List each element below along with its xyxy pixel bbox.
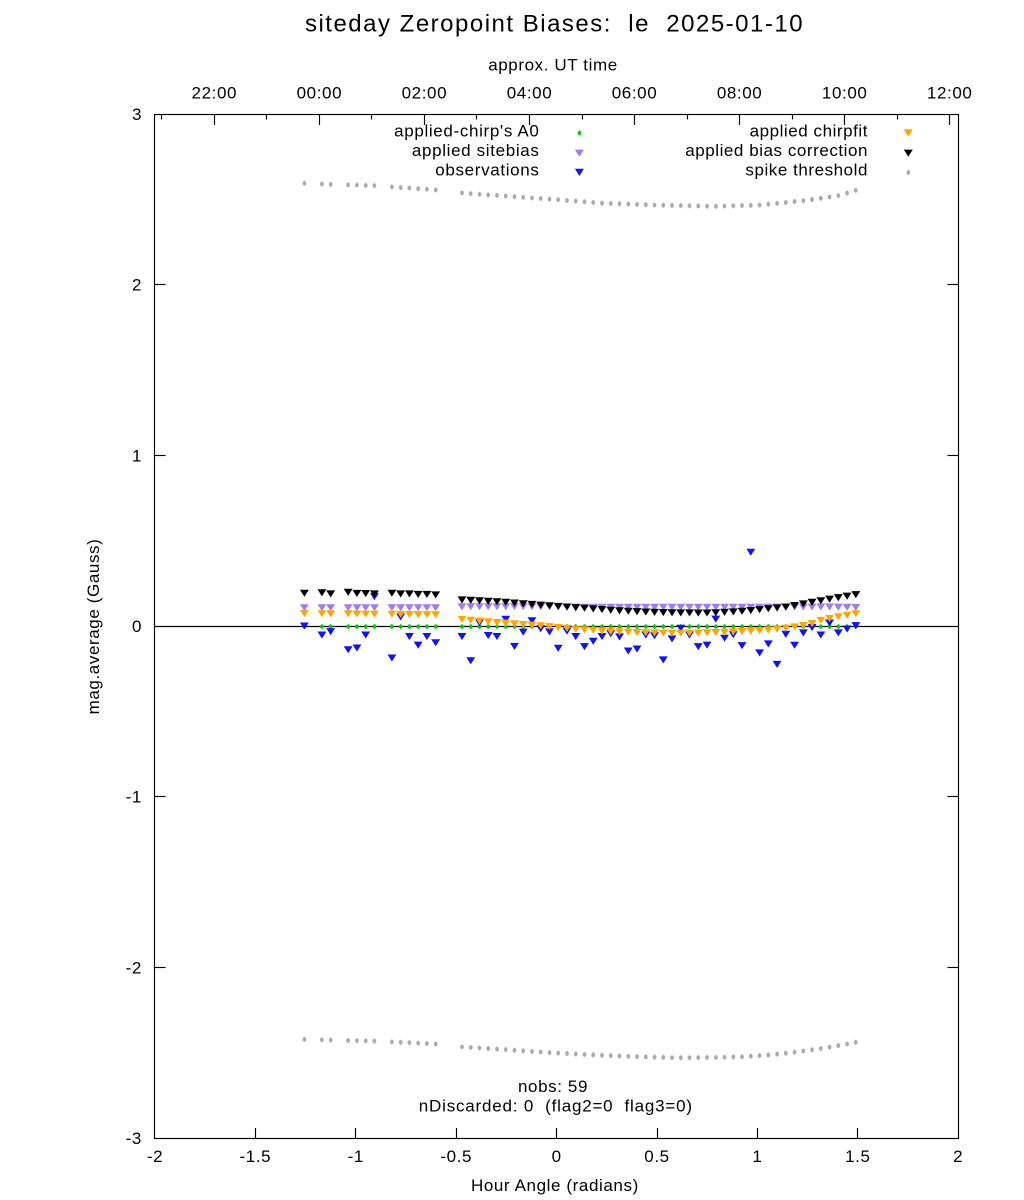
- svg-text:spike threshold: spike threshold: [745, 160, 868, 179]
- svg-text:00:00: 00:00: [297, 84, 343, 103]
- svg-text:1: 1: [132, 446, 142, 465]
- svg-text:2: 2: [132, 276, 142, 295]
- svg-text:0.5: 0.5: [644, 1147, 669, 1166]
- svg-text:0: 0: [552, 1147, 562, 1166]
- svg-text:-2: -2: [147, 1147, 163, 1166]
- svg-text:02:00: 02:00: [402, 84, 448, 103]
- svg-text:applied sitebias: applied sitebias: [412, 141, 540, 160]
- svg-text:nDiscarded: 0 (flag2=0 flag3: nDiscarded: 0 (flag2=0 flag3=0): [419, 1097, 693, 1116]
- svg-text:-1.5: -1.5: [240, 1147, 272, 1166]
- svg-text:1.5: 1.5: [845, 1147, 870, 1166]
- svg-text:1: 1: [752, 1147, 762, 1166]
- svg-text:12:00: 12:00: [927, 84, 973, 103]
- svg-text:08:00: 08:00: [717, 84, 763, 103]
- svg-text:-2: -2: [126, 958, 142, 977]
- svg-text:applied bias correction: applied bias correction: [685, 141, 868, 160]
- svg-text:10:00: 10:00: [822, 84, 868, 103]
- svg-text:06:00: 06:00: [612, 84, 658, 103]
- svg-text:nobs: 59: nobs: 59: [518, 1077, 588, 1096]
- svg-text:-1: -1: [126, 788, 142, 807]
- svg-text:-0.5: -0.5: [440, 1147, 472, 1166]
- svg-text:22:00: 22:00: [192, 84, 238, 103]
- svg-text:0: 0: [132, 617, 142, 636]
- svg-text:2: 2: [953, 1147, 963, 1166]
- svg-text:04:00: 04:00: [507, 84, 553, 103]
- svg-text:-1: -1: [348, 1147, 364, 1166]
- svg-text:applied chirpfit: applied chirpfit: [750, 121, 868, 140]
- svg-text:Hour Angle (radians): Hour Angle (radians): [471, 1176, 639, 1195]
- svg-text:3: 3: [132, 105, 142, 124]
- svg-text:approx. UT time: approx. UT time: [488, 55, 618, 74]
- svg-text:mag.average (Gauss): mag.average (Gauss): [84, 539, 103, 715]
- svg-text:observations: observations: [435, 160, 539, 179]
- svg-text:siteday Zeropoint Biases: le: siteday Zeropoint Biases: le 2025-01-10: [305, 11, 804, 38]
- svg-text:applied-chirp's A0: applied-chirp's A0: [394, 121, 539, 140]
- svg-text:-3: -3: [126, 1129, 142, 1148]
